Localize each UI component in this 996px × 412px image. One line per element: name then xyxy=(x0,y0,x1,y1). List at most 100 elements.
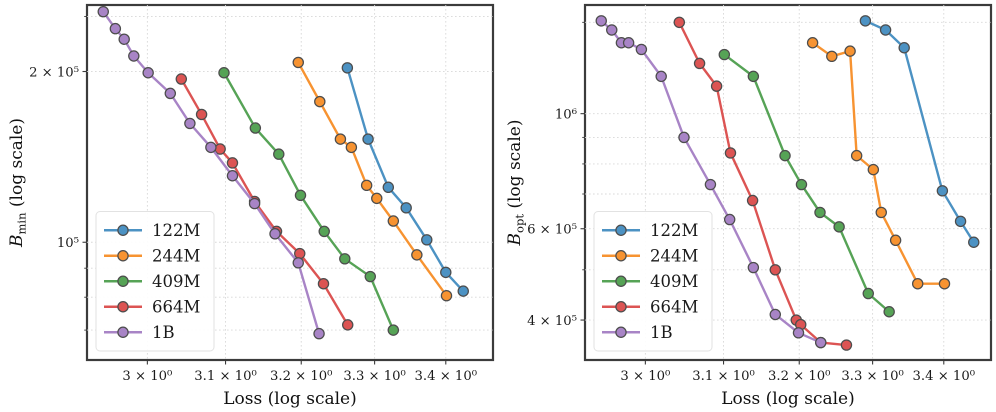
legend-label: 409M xyxy=(152,272,200,291)
legend-marker-icon xyxy=(615,301,627,313)
data-point xyxy=(292,257,304,269)
legend-item-1B[interactable]: 1B xyxy=(602,323,673,342)
y-tick-label: 10⁵ xyxy=(57,236,79,251)
x-tick-label: 3 × 10⁰ xyxy=(122,369,172,384)
data-point xyxy=(387,215,400,227)
data-point xyxy=(704,178,717,191)
data-point xyxy=(814,206,826,219)
legend-box xyxy=(593,211,713,352)
data-point xyxy=(294,247,306,260)
legend-item-244M[interactable]: 244M xyxy=(104,246,200,265)
data-point xyxy=(341,62,354,74)
data-point xyxy=(938,278,951,290)
series-122M xyxy=(341,62,469,297)
data-point xyxy=(339,253,351,265)
legend-box xyxy=(95,211,215,352)
data-point xyxy=(360,179,373,192)
x-tick-label: 3.4 × 10⁰ xyxy=(415,369,477,384)
data-point xyxy=(595,15,607,27)
data-point xyxy=(867,163,880,176)
legend-marker-icon xyxy=(117,275,129,287)
legend-marker-icon xyxy=(117,250,129,262)
data-point xyxy=(400,202,412,214)
data-point xyxy=(840,339,853,351)
data-point xyxy=(883,306,895,318)
data-point xyxy=(382,181,395,194)
data-point xyxy=(655,70,667,83)
data-series-group xyxy=(97,6,469,340)
data-point xyxy=(747,70,760,83)
x-tick-label: 3.3 × 10⁰ xyxy=(841,369,903,384)
legend-marker-icon xyxy=(615,224,627,236)
series-244M xyxy=(292,56,453,302)
legend-label: 409M xyxy=(650,272,698,291)
data-point xyxy=(779,149,791,162)
data-point xyxy=(118,33,130,45)
data-point xyxy=(889,234,902,247)
data-point xyxy=(746,194,759,207)
legend-marker-icon xyxy=(615,275,627,287)
chart-panel-bmin: 3 × 10⁰ 3.1 × 10⁰ 3.2 × 10⁰ 3.3 × 10⁰ 3.4 × … xyxy=(7,3,495,409)
data-series-group xyxy=(595,15,980,351)
data-point xyxy=(292,56,304,69)
data-point xyxy=(164,87,177,100)
legend-label: 1B xyxy=(650,323,673,342)
x-tick-label: 3 × 10⁰ xyxy=(620,369,670,384)
data-point xyxy=(345,141,358,154)
data-point xyxy=(175,73,188,85)
data-point xyxy=(195,108,208,121)
legend-item-1B[interactable]: 1B xyxy=(104,323,175,342)
data-point xyxy=(273,148,285,160)
data-point xyxy=(718,48,731,61)
data-point xyxy=(826,50,838,63)
series-122M xyxy=(859,15,980,248)
data-point xyxy=(109,22,122,35)
data-point xyxy=(248,197,261,210)
data-point xyxy=(440,289,453,302)
data-point xyxy=(954,215,967,228)
legend-item-409M[interactable]: 409M xyxy=(104,272,200,291)
data-point xyxy=(622,37,635,49)
x-tick-label: 3.3 × 10⁰ xyxy=(343,369,405,384)
data-point xyxy=(678,131,690,144)
data-point xyxy=(214,143,226,155)
y-axis-label: Bmin (log scale) xyxy=(7,118,29,248)
legend-item-244M[interactable]: 244M xyxy=(602,246,698,265)
x-tick-label: 3.2 × 10⁰ xyxy=(270,369,332,384)
x-tick-label: 3.1 × 10⁰ xyxy=(692,369,754,384)
data-point xyxy=(362,133,374,145)
data-point xyxy=(723,213,736,226)
data-point xyxy=(850,149,863,162)
series-1B xyxy=(595,15,827,349)
data-point xyxy=(724,147,737,159)
data-point xyxy=(226,170,239,182)
data-point xyxy=(294,189,307,202)
legend-item-409M[interactable]: 409M xyxy=(602,272,698,291)
data-point xyxy=(710,80,723,92)
plot-svg-left: 3 × 10⁰ 3.1 × 10⁰ 3.2 × 10⁰ 3.3 × 10⁰ 3.4 × … xyxy=(7,3,495,409)
data-point xyxy=(833,221,845,233)
axis-ticks: 3 × 10⁰ 3.1 × 10⁰ 3.2 × 10⁰ 3.3 × 10⁰ 3.4 × … xyxy=(527,21,975,384)
data-point xyxy=(795,178,808,191)
legend-item-664M[interactable]: 664M xyxy=(602,297,698,316)
plot-svg-right: 3 × 10⁰ 3.1 × 10⁰ 3.2 × 10⁰ 3.3 × 10⁰ 3.4 × … xyxy=(505,3,993,409)
data-point xyxy=(421,234,433,246)
legend-marker-icon xyxy=(117,224,129,236)
data-point xyxy=(792,327,805,339)
gridlines xyxy=(87,5,493,360)
legend-item-664M[interactable]: 664M xyxy=(104,297,200,316)
data-point xyxy=(128,50,140,62)
series-line xyxy=(678,21,848,347)
y-tick-label: 4 × 10⁵ xyxy=(527,314,577,329)
data-point xyxy=(97,6,109,18)
x-axis-label: Loss (log scale) xyxy=(721,389,854,409)
series-244M xyxy=(806,37,951,290)
legend-item-122M[interactable]: 122M xyxy=(602,221,698,240)
series-line xyxy=(723,53,891,313)
y-tick-label: 6 × 10⁵ xyxy=(527,223,577,238)
x-tick-label: 3.1 × 10⁰ xyxy=(194,369,256,384)
data-point xyxy=(769,308,782,321)
data-point xyxy=(218,67,230,79)
legend-item-122M[interactable]: 122M xyxy=(104,221,200,240)
